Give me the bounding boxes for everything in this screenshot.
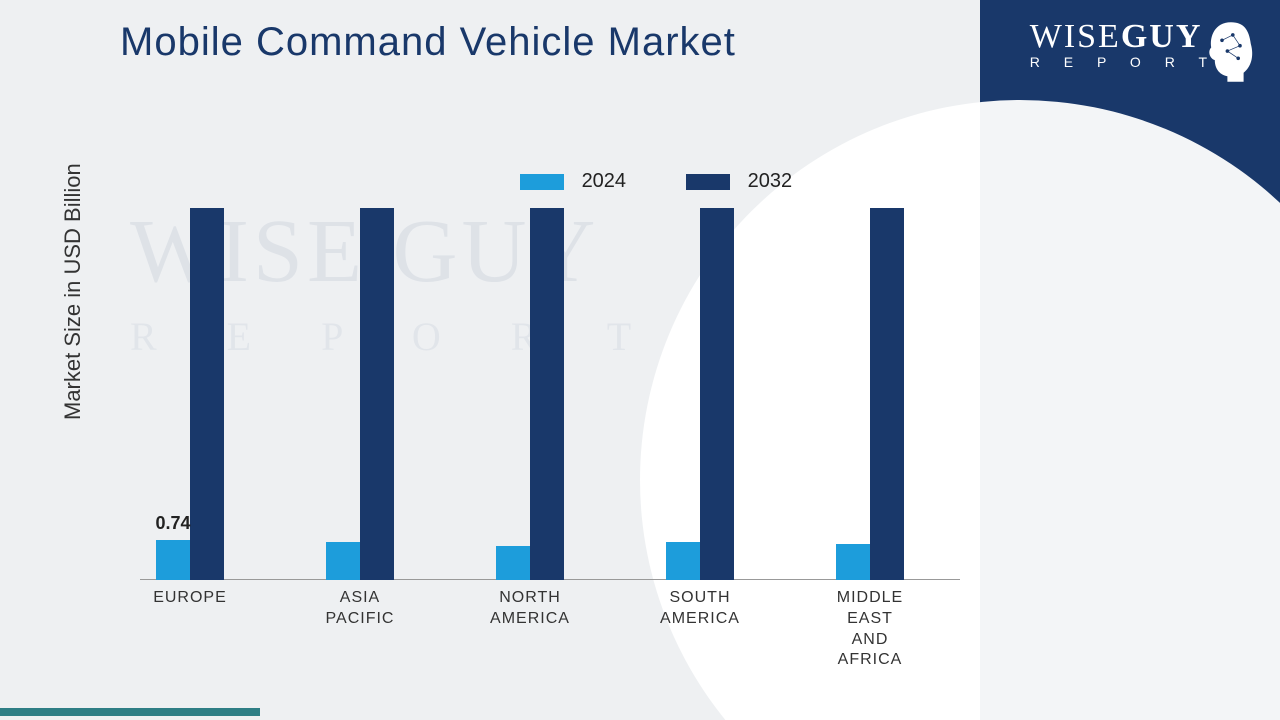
bar — [156, 540, 190, 580]
value-label: 0.74 — [155, 513, 190, 534]
category-label: MIDDLEEASTANDAFRICA — [820, 580, 920, 671]
teal-accent-bar — [0, 708, 260, 716]
bar — [700, 208, 734, 580]
bar — [530, 208, 564, 580]
brand-guy: GUY — [1121, 18, 1203, 55]
legend-swatch-2032 — [686, 174, 730, 190]
bar — [666, 542, 700, 580]
y-axis-label: Market Size in USD Billion — [60, 163, 86, 420]
bar — [360, 208, 394, 580]
legend-swatch-2024 — [520, 174, 564, 190]
bar — [326, 542, 360, 580]
category-label: NORTHAMERICA — [480, 580, 580, 630]
plot-area: EUROPEASIAPACIFICNORTHAMERICASOUTHAMERIC… — [140, 200, 960, 580]
legend-item-2024: 2024 — [520, 170, 626, 193]
bar — [836, 544, 870, 580]
legend-label-2032: 2032 — [748, 170, 793, 192]
category-label: ASIAPACIFIC — [310, 580, 410, 630]
chart-title: Mobile Command Vehicle Market — [120, 20, 736, 65]
brand-wise: WISE — [1030, 18, 1121, 55]
brand-logo: WISEGUY R E P O R T S — [1030, 18, 1250, 70]
chart-stage: WISEGUY R E P O R T S Mobile Command Veh… — [0, 0, 1280, 720]
bar — [496, 546, 530, 580]
bar — [870, 208, 904, 580]
brand-head-icon — [1204, 20, 1258, 84]
bar — [190, 208, 224, 580]
category-label: SOUTHAMERICA — [650, 580, 750, 630]
legend-label-2024: 2024 — [582, 170, 627, 192]
legend-item-2032: 2032 — [686, 170, 792, 193]
legend: 2024 2032 — [520, 170, 792, 193]
category-label: EUROPE — [140, 580, 240, 609]
